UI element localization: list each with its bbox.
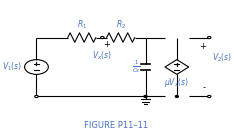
Circle shape bbox=[175, 96, 178, 97]
Text: $V_1(s)$: $V_1(s)$ bbox=[2, 61, 22, 73]
Text: $V_2(s)$: $V_2(s)$ bbox=[212, 51, 232, 64]
Circle shape bbox=[144, 96, 147, 97]
Text: $\mu V_x(s)$: $\mu V_x(s)$ bbox=[165, 76, 189, 89]
Text: FIGURE P11–11: FIGURE P11–11 bbox=[84, 121, 148, 131]
Text: $R_1$: $R_1$ bbox=[77, 18, 87, 31]
Circle shape bbox=[208, 95, 211, 98]
Circle shape bbox=[101, 36, 104, 39]
Text: $R_2$: $R_2$ bbox=[116, 18, 126, 31]
Text: +: + bbox=[103, 40, 110, 49]
Circle shape bbox=[208, 36, 211, 39]
Circle shape bbox=[35, 95, 38, 98]
Text: +: + bbox=[199, 42, 206, 51]
Text: $\frac{1}{Cs}$: $\frac{1}{Cs}$ bbox=[132, 59, 140, 75]
Text: -: - bbox=[203, 83, 206, 92]
Text: $V_x(s)$: $V_x(s)$ bbox=[92, 50, 112, 62]
